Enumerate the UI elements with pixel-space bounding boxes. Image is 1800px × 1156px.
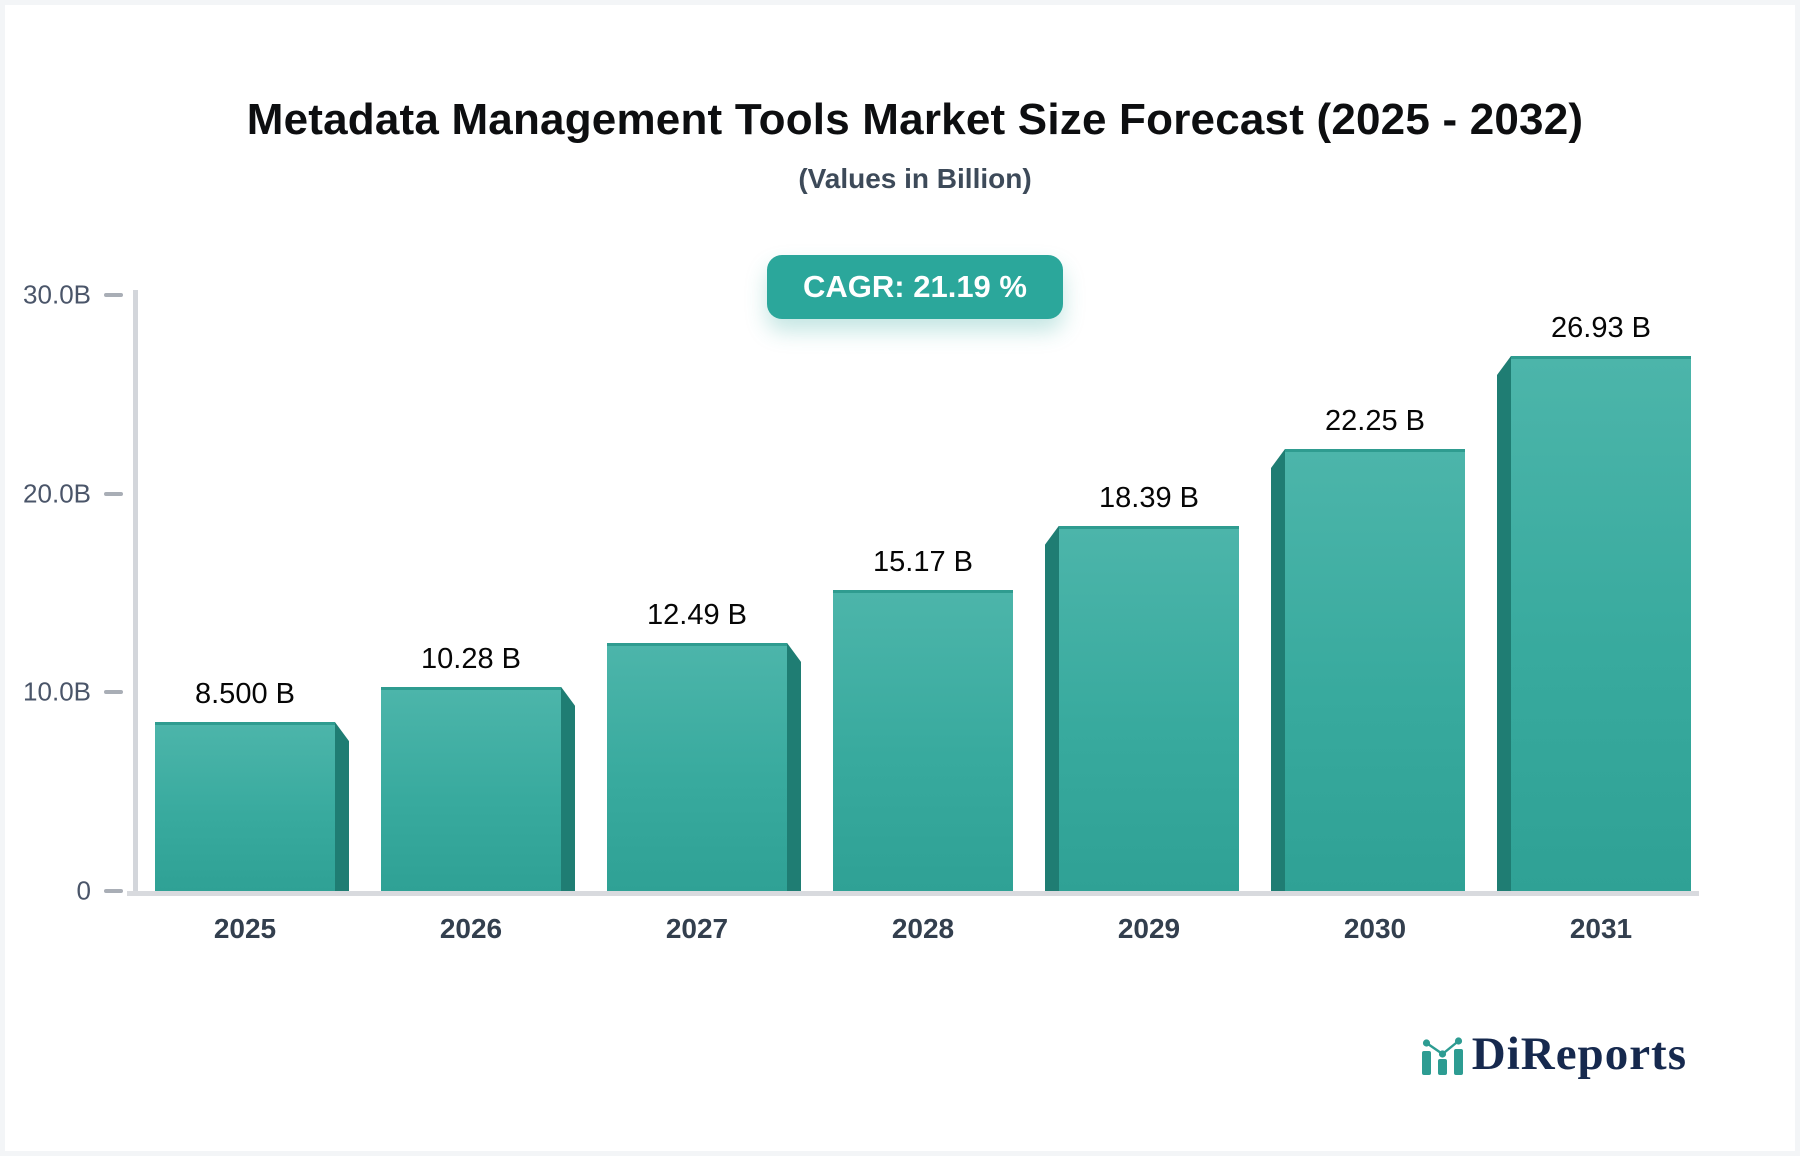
y-tick-label-30.0B: 30.0B <box>23 279 91 310</box>
x-tick-label-2027: 2027 <box>665 913 729 944</box>
bar-2026 <box>381 686 561 891</box>
y-axis-line <box>133 290 138 891</box>
logo-wordmark: DiReports <box>1471 1028 1687 1080</box>
value-label-2031: 26.93 B <box>1551 311 1651 344</box>
bar-2025 <box>155 722 335 891</box>
value-label-2026: 10.28 B <box>421 642 521 675</box>
x-tick-label-2031: 2031 <box>1569 913 1633 944</box>
bar-2029 <box>1059 525 1239 891</box>
bar-2028 <box>833 589 1013 891</box>
x-tick-label-2030: 2030 <box>1343 913 1407 944</box>
bar-side-face-2027 <box>787 642 801 891</box>
bar-side-face-2030 <box>1271 448 1285 891</box>
chart-canvas: Metadata Management Tools Market Size Fo… <box>5 5 1795 1151</box>
value-label-2028: 15.17 B <box>873 545 973 578</box>
bar-2031 <box>1511 355 1691 891</box>
bar-side-face-2026 <box>561 686 575 891</box>
bar-2027 <box>607 642 787 891</box>
value-label-2025: 8.500 B <box>195 678 295 711</box>
bar-side-face-2031 <box>1497 355 1511 891</box>
bar-2030 <box>1285 448 1465 891</box>
chart-subtitle: (Values in Billion) <box>798 163 1032 194</box>
chart-title: Metadata Management Tools Market Size Fo… <box>246 95 1584 144</box>
direports-logo: DiReports <box>1421 1031 1687 1078</box>
cagr-badge: CAGR: 21.19 % <box>767 255 1063 319</box>
x-axis-line <box>127 891 1699 896</box>
y-tick-mark <box>104 293 123 297</box>
y-tick-mark <box>104 690 123 695</box>
x-tick-label-2028: 2028 <box>891 913 955 944</box>
y-tick-mark <box>104 491 123 496</box>
x-tick-label-2026: 2026 <box>439 913 503 944</box>
y-tick-label-0: 0 <box>76 875 91 906</box>
y-tick-label-20.0B: 20.0B <box>23 478 91 509</box>
y-tick-label-10.0B: 10.0B <box>23 676 91 707</box>
bar-side-face-2025 <box>335 722 349 891</box>
cagr-badge-row: CAGR: 21.19 % <box>135 255 1695 319</box>
value-label-2029: 18.39 B <box>1099 481 1199 514</box>
x-tick-label-2025: 2025 <box>213 913 277 944</box>
value-label-2030: 22.25 B <box>1325 404 1425 437</box>
bar-side-face-2029 <box>1045 525 1059 891</box>
x-tick-label-2029: 2029 <box>1117 913 1181 944</box>
value-label-2027: 12.49 B <box>647 598 747 631</box>
y-tick-mark <box>104 889 123 893</box>
logo-bar-chart-icon <box>1421 1037 1463 1075</box>
